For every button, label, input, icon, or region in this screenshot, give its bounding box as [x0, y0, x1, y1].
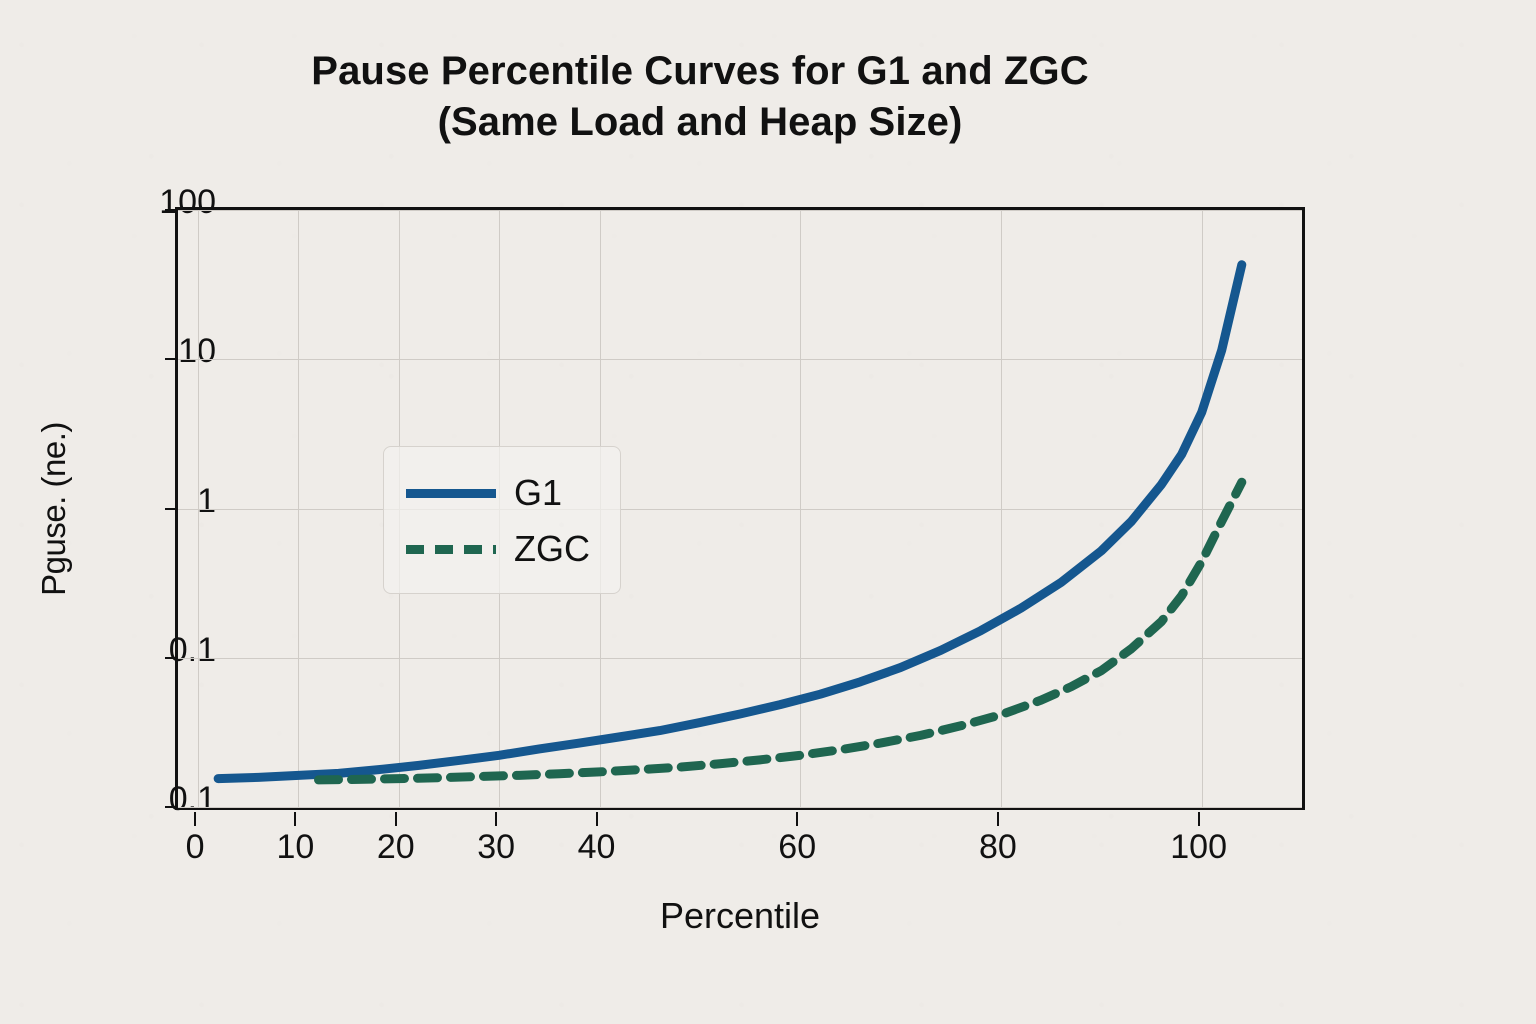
x-axis-tick-label: 30	[477, 828, 516, 866]
y-axis-title: Pguse. (ne.)	[35, 422, 72, 596]
y-axis-tick-mark	[165, 806, 178, 808]
series-line-g1	[213, 260, 1247, 784]
legend-label-zgc: ZGC	[514, 528, 590, 569]
x-axis-tick-mark	[796, 812, 799, 826]
series-line-zgc	[314, 477, 1247, 785]
y-axis-tick-mark	[165, 507, 178, 510]
x-axis-tick-label: 40	[577, 828, 616, 866]
y-axis-tick-mark	[165, 358, 178, 361]
x-axis-tick-mark	[294, 812, 297, 826]
legend-label-g1: G1	[514, 472, 563, 513]
chart-title-line-1: Pause Percentile Curves for G1 and ZGC	[311, 49, 1089, 93]
x-axis-tick-mark	[996, 812, 999, 826]
x-axis-tick-label: 60	[778, 828, 817, 866]
x-axis-tick-label: 10	[276, 828, 315, 866]
legend-item-zgc: ZGC	[384, 521, 620, 577]
x-axis-tick-mark	[394, 812, 397, 826]
x-axis-tick-label: 100	[1170, 828, 1228, 866]
gridline-horizontal	[178, 657, 1302, 659]
gridline-horizontal	[178, 359, 1302, 361]
plot-area: G1 ZGC	[165, 207, 1305, 810]
x-axis-ticks: 0 10 20 30 40 60 80 100	[175, 812, 1305, 882]
gridline-horizontal	[178, 210, 1302, 211]
gridline-vertical	[800, 210, 802, 807]
gridline-horizontal	[178, 508, 1302, 510]
y-axis-tick-label: 1	[197, 481, 216, 520]
x-axis-tick-mark	[1197, 812, 1200, 826]
chart-legend: G1 ZGC	[383, 446, 621, 594]
x-axis-tick-label: 80	[979, 828, 1017, 866]
gridline-vertical	[1000, 210, 1002, 807]
legend-swatch-g1-icon	[406, 488, 496, 498]
legend-swatch-zgc-icon	[406, 544, 496, 554]
x-axis-tick-label: 0	[185, 828, 205, 866]
y-axis-tick-label: 100	[159, 183, 216, 221]
y-axis-tick-label: 10	[178, 332, 216, 371]
x-axis-tick-mark	[194, 812, 197, 826]
legend-item-g1: G1	[384, 465, 620, 521]
chart-title-line-2: (Same Load and Heap Size)	[437, 100, 963, 145]
y-axis-tick-mark	[165, 209, 178, 211]
x-axis-tick-label: 20	[376, 828, 415, 866]
y-axis-tick-mark	[165, 656, 178, 659]
gridline-vertical	[298, 210, 300, 807]
chart-title: Pause Percentile Curves for G1 and ZGC (…	[0, 46, 1400, 148]
x-axis-title: Percentile	[659, 895, 821, 936]
gridline-vertical	[1201, 210, 1203, 807]
data-curves	[213, 260, 1247, 785]
gridline-horizontal	[178, 807, 1302, 808]
gridline-vertical	[198, 210, 200, 807]
x-axis-tick-mark	[595, 812, 598, 826]
x-axis-tick-mark	[495, 812, 498, 826]
